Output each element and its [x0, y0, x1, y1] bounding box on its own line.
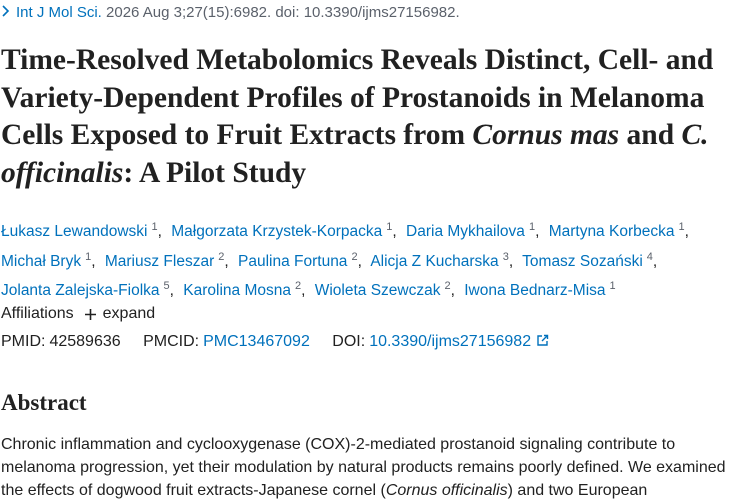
author-name[interactable]: Karolina Mosna	[183, 282, 291, 300]
abstract-text: Chronic inflammation and cyclooxygenase …	[1, 433, 746, 500]
author: Jolanta Zalejska-Fiolka 5	[1, 280, 179, 300]
abstract-segment: Chronic inflammation and cyclooxygenase …	[1, 436, 726, 499]
author: Wioleta Szewczak 2	[314, 280, 460, 300]
author: Paulina Fortuna 2	[238, 250, 367, 270]
citation-details: 2026 Aug 3;27(15):6982. doi: 10.3390/ijm…	[106, 4, 460, 21]
author: Tomasz Sozański 4	[522, 250, 662, 270]
identifiers: PMID: 42589636 PMCID: PMC13467092 DOI: 10.3…	[1, 333, 549, 351]
author-affiliation[interactable]: 1	[528, 221, 536, 233]
affiliations-label: Affiliations	[1, 305, 74, 322]
author-affiliation[interactable]: 1	[151, 221, 158, 233]
author-name[interactable]: Martyna Korbecka	[548, 223, 675, 241]
doi-link[interactable]: 10.3390/ijms27156982	[369, 333, 532, 350]
title-italic: C. officinalis	[1, 119, 709, 189]
author-name[interactable]: Jolanta Zalejska-Fiolka	[1, 282, 160, 300]
author-name[interactable]: Alicja Z Kucharska	[370, 252, 499, 270]
author: Mariusz Fleszar 2	[104, 250, 234, 270]
title-text: Time-Resolved Metabolomics Reveals Disti…	[1, 44, 714, 151]
author-name[interactable]: Mariusz Fleszar	[104, 252, 215, 270]
expand-button[interactable]: expand	[84, 305, 156, 323]
author-name[interactable]: Michał Bryk	[1, 252, 82, 270]
author-affiliation[interactable]: 1	[85, 250, 92, 263]
author-affiliation[interactable]: 2	[294, 280, 302, 293]
author: Martyna Korbecka 1	[548, 221, 694, 241]
author-affiliation[interactable]: 4	[646, 250, 653, 263]
author: Alicja Z Kucharska 3	[370, 250, 518, 270]
author: Iwona Bednarz-Misa 1	[464, 280, 616, 300]
author-name[interactable]: Wioleta Szewczak	[314, 282, 441, 300]
citation: Int J Mol Sci. 2026 Aug 3;27(15):6982. d…	[0, 4, 460, 21]
author-affiliation[interactable]: 1	[386, 221, 393, 233]
abstract-heading: Abstract	[1, 390, 87, 415]
author-affiliation[interactable]: 2	[444, 280, 451, 293]
pmcid-link[interactable]: PMC13467092	[203, 333, 310, 350]
author-affiliation[interactable]: 3	[502, 250, 509, 263]
author-affiliation[interactable]: 2	[351, 250, 358, 263]
author: Michał Bryk 1	[1, 250, 101, 270]
author-affiliation[interactable]: 5	[163, 280, 170, 293]
author-name[interactable]: Daria Mykhailova	[406, 223, 525, 241]
pmcid-label: PMCID:	[143, 333, 200, 350]
expand-label: expand	[102, 305, 156, 322]
author-name[interactable]: Paulina Fortuna	[238, 252, 348, 270]
author-name[interactable]: Iwona Bednarz-Misa	[464, 282, 606, 300]
author-name[interactable]: Tomasz Sozański	[522, 252, 643, 270]
doi-label: DOI:	[332, 333, 366, 350]
author-affiliation[interactable]: 1	[609, 280, 616, 293]
abstract-italic: Cornus officinalis	[385, 482, 508, 499]
author-affiliation[interactable]: 1	[678, 221, 685, 233]
title-text: : A Pilot Study	[123, 156, 307, 189]
author: Daria Mykhailova 1	[406, 221, 544, 241]
pmid: 42589636	[49, 333, 121, 350]
external-link-icon	[536, 334, 548, 346]
chevron-icon	[2, 5, 10, 17]
author: Karolina Mosna 2	[183, 280, 310, 300]
title-italic: Cornus mas	[472, 119, 620, 151]
author-name[interactable]: Łukasz Lewandowski	[1, 223, 148, 241]
title-text: and	[619, 119, 682, 151]
author: Łukasz Lewandowski 1	[1, 221, 167, 241]
author: Małgorzata Krzystek-Korpacka 1	[171, 221, 402, 241]
author-name[interactable]: Małgorzata Krzystek-Korpacka	[171, 223, 383, 241]
journal-link[interactable]: Int J Mol Sci.	[16, 4, 102, 21]
plus-icon	[84, 308, 96, 320]
pmid-label: PMID:	[1, 333, 46, 350]
abstract-segment: ) and two European	[507, 482, 648, 499]
article-title: Time-Resolved Metabolomics Reveals Disti…	[1, 42, 746, 192]
author-affiliation[interactable]: 2	[218, 250, 225, 263]
affiliations: Affiliations expand	[1, 305, 155, 323]
